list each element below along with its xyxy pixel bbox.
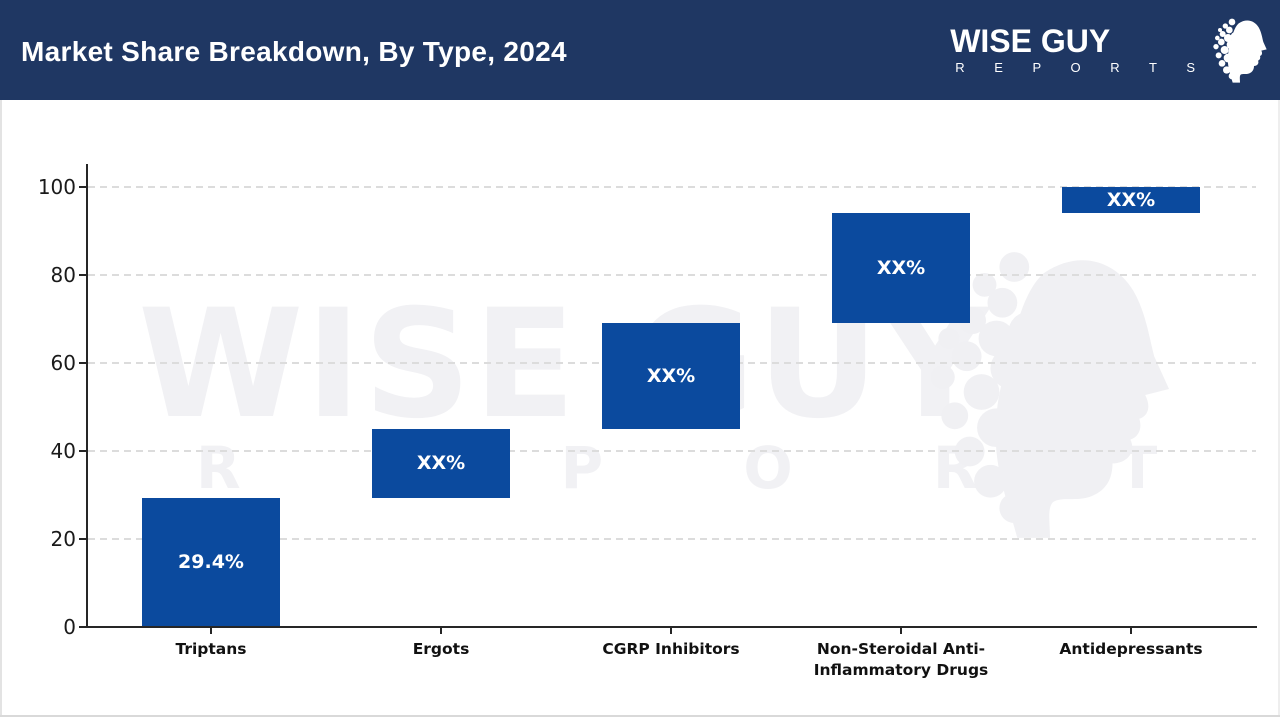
content-border-bottom [0,715,1280,717]
category-label: Non-Steroidal Anti-Inflammatory Drugs [813,640,989,679]
y-tick-mark [79,362,86,364]
x-axis-spine [86,626,1257,628]
y-axis-spine [86,164,88,628]
x-tick-mark [1130,628,1132,634]
x-tick-mark [440,628,442,634]
y-tick-label: 40 [50,439,76,463]
bar-value-label: XX% [646,365,696,388]
gridline-20 [88,538,1256,540]
bar-2: XX% [372,429,510,498]
bar-3: XX% [602,323,740,429]
logo-text: WISE GUY R E P O R T S [950,24,1208,76]
logo-reports-line: R E P O R T S [955,60,1208,75]
y-tick-mark [79,626,86,628]
y-tick-mark [79,186,86,188]
logo-head-icon [1212,11,1268,89]
y-tick-mark [79,274,86,276]
x-tick-mark [900,628,902,634]
y-tick-label: 80 [50,263,76,287]
bar-4: XX% [832,213,970,324]
gridline-80 [88,274,1256,276]
content-border-right [1278,100,1280,716]
y-tick-mark [79,538,86,540]
bar-value-label: XX% [1106,189,1156,212]
wise-guy-logo: WISE GUY R E P O R T S [950,8,1268,92]
y-tick-mark [79,450,86,452]
content-border-left [0,100,2,716]
bar-value-label: XX% [416,452,466,475]
page-title: Market Share Breakdown, By Type, 2024 [21,36,567,67]
header: Market Share Breakdown, By Type, 2024 WI… [0,0,1280,100]
y-tick-label: 100 [37,175,76,199]
bar-value-label: XX% [876,257,926,280]
bar-value-label: 29.4% [178,551,244,574]
bar-1: 29.4% [142,497,280,627]
x-tick-mark [670,628,672,634]
y-tick-label: 0 [63,615,76,639]
category-label: Ergots [412,640,470,658]
logo-wordmark: WISE GUY [950,23,1111,59]
y-tick-label: 20 [50,527,76,551]
x-tick-mark [210,628,212,634]
category-label: Triptans [175,640,247,658]
gridline-40 [88,450,1256,452]
category-label: CGRP Inhibitors [602,640,740,658]
y-tick-label: 60 [50,351,76,375]
bar-5: XX% [1062,187,1200,214]
gridline-100 [88,186,1256,188]
category-label: Antidepressants [1059,640,1203,658]
